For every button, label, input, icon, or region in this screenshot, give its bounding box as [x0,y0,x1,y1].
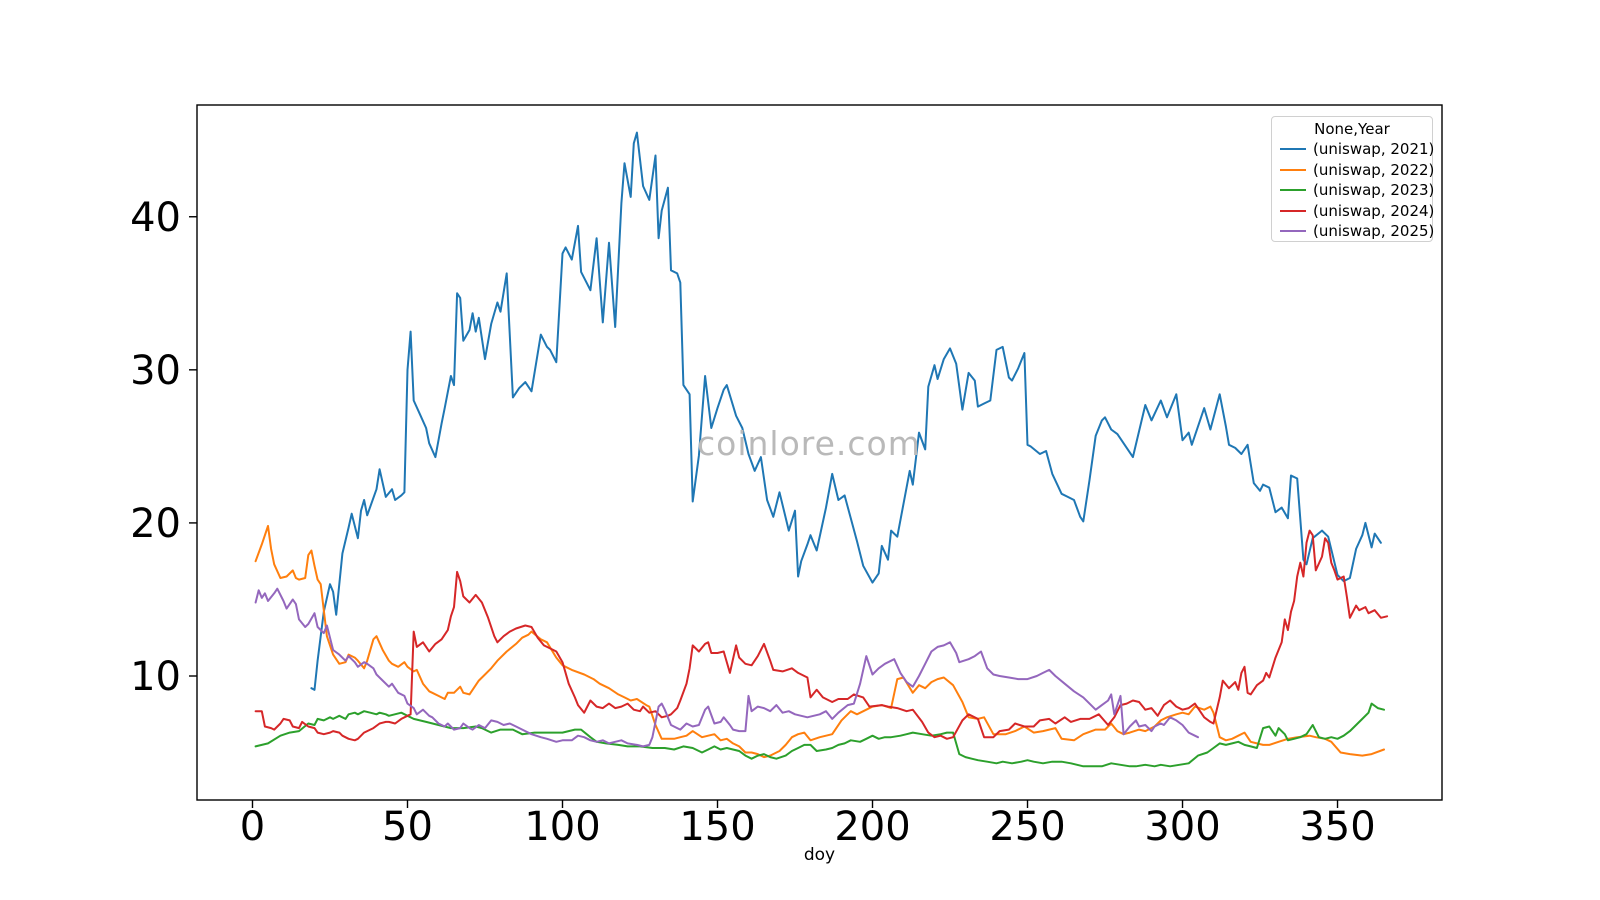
legend-entry-2021: (uniswap, 2021) [1278,139,1434,160]
x-tick-label: 150 [679,804,755,850]
legend-entry-2024: (uniswap, 2024) [1278,201,1434,222]
legend-entry-label: (uniswap, 2025) [1313,222,1435,241]
x-tick-label: 50 [382,804,433,850]
watermark: coinlore.com [697,424,921,463]
legend-line-swatch-icon [1280,189,1306,192]
x-tick-label: 350 [1299,804,1375,850]
x-tick-label: 200 [834,804,910,850]
x-tick-label: 300 [1144,804,1220,850]
x-axis-label: doy [803,845,836,865]
legend-line-swatch-icon [1280,209,1306,212]
x-tick-label: 250 [989,804,1065,850]
x-tick-label: 0 [240,804,265,850]
series-line-2021 [310,131,1382,691]
legend-line-swatch-icon [1280,230,1306,233]
legend-entry-label: (uniswap, 2024) [1313,201,1435,220]
legend-entries: (uniswap, 2021) (uniswap, 2022) (uniswap, … [1278,139,1434,242]
y-tick-label: 40 [130,195,181,241]
legend-entry-label: (uniswap, 2021) [1313,140,1435,159]
legend-entry-2023: (uniswap, 2023) [1278,180,1434,201]
legend-entry-label: (uniswap, 2023) [1313,181,1435,200]
legend-entry-label: (uniswap, 2022) [1313,160,1435,179]
series-line-2025 [254,587,1199,748]
series-line-2024 [254,529,1389,742]
y-tick-label: 20 [130,501,181,547]
legend-entry-2025: (uniswap, 2025) [1278,221,1434,242]
x-tick-label: 100 [524,804,600,850]
legend-line-swatch-icon [1280,168,1306,171]
legend-line-swatch-icon [1280,148,1306,151]
y-tick-label: 30 [130,348,181,394]
legend-entry-2022: (uniswap, 2022) [1278,160,1434,181]
y-tick-label: 10 [130,654,181,700]
legend: None,Year (uniswap, 2021) (uniswap, 2022)… [1271,116,1434,242]
series-line-2023 [254,702,1385,768]
legend-title: None,Year [1314,120,1390,138]
